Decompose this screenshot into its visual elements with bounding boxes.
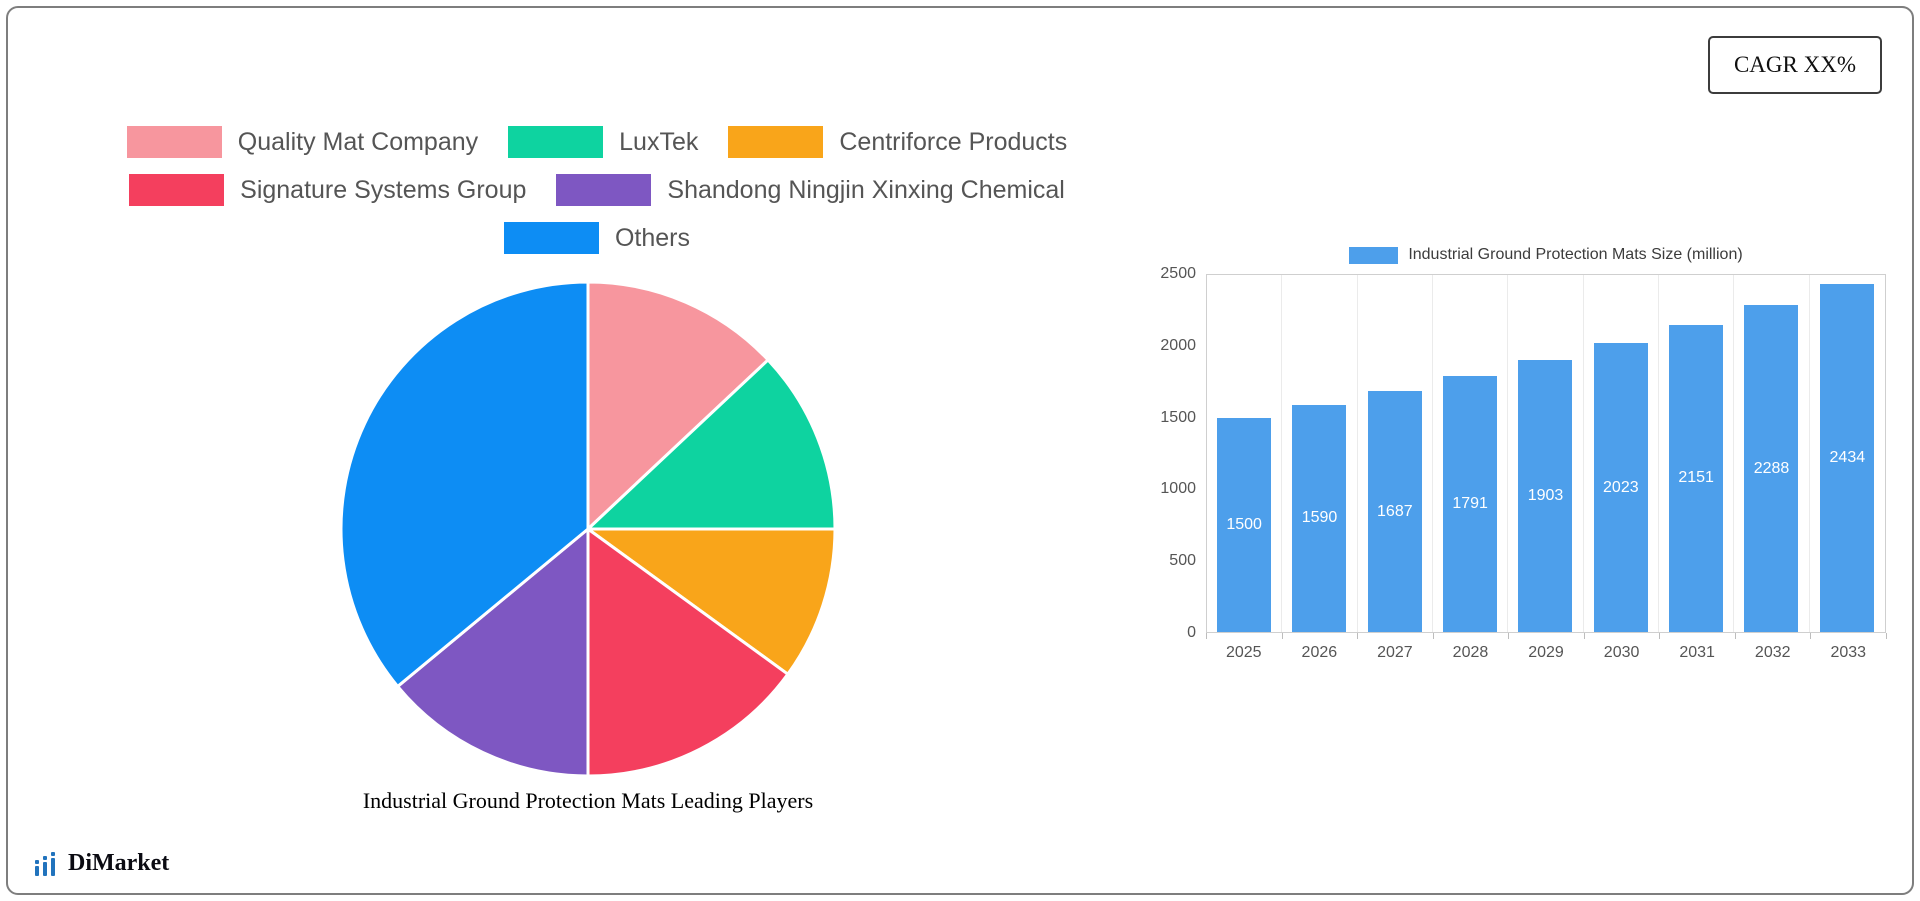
- bar: 2434: [1820, 284, 1875, 632]
- y-tick-label: 2500: [1160, 265, 1196, 282]
- legend-item: Quality Mat Company: [126, 126, 479, 158]
- legend-item: Others: [503, 222, 691, 254]
- bar-value-label: 2023: [1603, 478, 1639, 496]
- x-tick-mark: [1583, 633, 1585, 639]
- grid-column: 1903: [1508, 275, 1584, 632]
- pie-chart: [339, 280, 837, 778]
- bar-plot-row: 0 500 1000 1500 2000 2500 1500 1590 1687 1791 190…: [1146, 265, 1906, 641]
- x-tick-mark: [1281, 633, 1283, 639]
- grid-column: 2434: [1810, 275, 1885, 632]
- legend-label: Quality Mat Company: [237, 127, 479, 156]
- bar-legend-swatch: [1349, 246, 1399, 264]
- x-tick-label: 2031: [1679, 644, 1715, 661]
- x-tick-mark: [1886, 633, 1887, 639]
- x-tick-mark: [1810, 633, 1812, 639]
- grid-column: 2288: [1734, 275, 1810, 632]
- bar-value-label: 1903: [1527, 487, 1564, 505]
- x-axis-labels: 2025 2026 2027 2028 2029 2030 2031 2032 2033: [1206, 644, 1886, 662]
- bar-value-label: 1791: [1452, 495, 1488, 513]
- y-tick-label: 0: [1187, 624, 1196, 641]
- bar: 1687: [1367, 391, 1422, 632]
- bar-value-label: 2288: [1753, 459, 1790, 477]
- bar: 1590: [1292, 404, 1347, 632]
- x-tick-mark: [1659, 633, 1661, 639]
- x-tick-label: 2026: [1301, 644, 1338, 661]
- grid-column: 1500: [1207, 275, 1283, 632]
- legend-item: Centriforce Products: [728, 126, 1067, 158]
- y-tick-label: 1500: [1160, 408, 1196, 426]
- pie-slice-5: [339, 280, 590, 688]
- x-tick-label: 2029: [1528, 644, 1564, 661]
- legend-swatch: [129, 174, 225, 206]
- dimarket-logo: DiMarket: [34, 850, 169, 877]
- pie-slice-4: [396, 527, 590, 778]
- x-tick-mark: [1508, 633, 1510, 639]
- x-tick-mark: [1357, 633, 1359, 639]
- pie-slice-2: [586, 527, 837, 676]
- y-tick-label: 500: [1169, 552, 1196, 570]
- legend-item: Shandong Ningjin Xinxing Chemical: [556, 174, 1065, 206]
- pie-chart-title: Industrial Ground Protection Mats Leadin…: [362, 788, 814, 813]
- x-tick-mark: [1734, 633, 1736, 639]
- legend-swatch: [556, 174, 652, 206]
- y-axis: 0 500 1000 1500 2000 2500: [1146, 265, 1206, 641]
- pie-slice-3: [586, 527, 790, 778]
- pie-legend: Quality Mat Company LuxTek Centriforce Pro…: [67, 126, 1127, 254]
- bar: 1791: [1443, 376, 1498, 632]
- y-tick-label: 1000: [1160, 480, 1196, 498]
- bar: 2288: [1744, 305, 1799, 632]
- legend-label: Shandong Ningjin Xinxing Chemical: [667, 175, 1065, 204]
- bar: 2151: [1669, 324, 1724, 632]
- bar-chart-icon: [35, 852, 55, 876]
- bar: 2023: [1593, 343, 1648, 632]
- pie-slice-1: [586, 358, 837, 531]
- x-tick-label: 2028: [1452, 644, 1489, 661]
- cagr-badge: CAGR XX%: [1707, 36, 1882, 94]
- bar-value-label: 1687: [1377, 502, 1413, 520]
- cagr-label: CAGR XX%: [1733, 52, 1856, 77]
- grid-column: 2151: [1659, 275, 1735, 632]
- legend-swatch: [126, 126, 222, 158]
- x-tick-label: 2030: [1603, 644, 1640, 661]
- x-tick-label: 2027: [1377, 644, 1413, 661]
- x-tick-mark: [1206, 633, 1207, 639]
- bar-legend-label: Industrial Ground Protection Mats Size (…: [1408, 246, 1743, 263]
- bar-plot: 1500 1590 1687 1791 1903 2023 2151 2288 2434: [1206, 274, 1886, 633]
- legend-swatch: [728, 126, 824, 158]
- bar: 1903: [1518, 360, 1573, 632]
- grid-column: 1791: [1433, 275, 1509, 632]
- bar: 1500: [1217, 417, 1272, 632]
- logo-text: DiMarket: [68, 850, 170, 876]
- grid-column: 1590: [1282, 275, 1358, 632]
- legend-label: Signature Systems Group: [240, 175, 527, 204]
- legend-item: LuxTek: [508, 126, 698, 158]
- legend-label: LuxTek: [619, 127, 699, 156]
- x-axis-ticks: [1206, 633, 1887, 639]
- legend-swatch: [503, 222, 599, 254]
- bar-chart-section: Industrial Ground Protection Mats Size (…: [1146, 246, 1906, 662]
- bar-value-label: 1590: [1301, 509, 1338, 527]
- x-tick-label: 2032: [1754, 644, 1791, 661]
- x-tick-label: 2033: [1830, 644, 1867, 661]
- bar-chart-legend: Industrial Ground Protection Mats Size (…: [1206, 246, 1886, 264]
- bar-value-label: 2151: [1678, 469, 1714, 487]
- legend-swatch: [508, 126, 604, 158]
- legend-item: Signature Systems Group: [129, 174, 526, 206]
- y-tick-label: 2000: [1160, 336, 1196, 354]
- legend-label: Others: [614, 223, 691, 252]
- bar-value-label: 2434: [1829, 449, 1866, 467]
- x-tick-mark: [1432, 633, 1434, 639]
- legend-label: Centriforce Products: [839, 127, 1068, 156]
- bar-value-label: 1500: [1226, 515, 1262, 533]
- grid-column: 1687: [1358, 275, 1433, 632]
- x-tick-label: 2025: [1225, 644, 1262, 661]
- pie-slice-0: [586, 280, 770, 531]
- grid-column: 2023: [1584, 275, 1659, 632]
